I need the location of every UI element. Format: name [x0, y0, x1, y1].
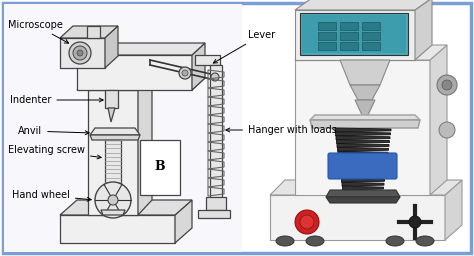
Polygon shape — [343, 186, 383, 190]
Bar — [362, 42, 380, 50]
Polygon shape — [105, 140, 121, 190]
Polygon shape — [60, 26, 118, 38]
Polygon shape — [355, 100, 375, 115]
Polygon shape — [445, 180, 462, 240]
Circle shape — [409, 216, 421, 228]
Text: Lever: Lever — [213, 30, 275, 63]
Polygon shape — [138, 78, 152, 215]
Polygon shape — [77, 43, 205, 55]
Polygon shape — [198, 210, 230, 218]
Polygon shape — [192, 43, 205, 90]
Polygon shape — [195, 55, 220, 65]
Ellipse shape — [306, 236, 324, 246]
Polygon shape — [295, 10, 415, 60]
Ellipse shape — [386, 236, 404, 246]
Polygon shape — [326, 197, 400, 203]
Polygon shape — [295, 0, 432, 10]
Polygon shape — [337, 140, 390, 144]
Polygon shape — [60, 200, 192, 215]
Polygon shape — [340, 167, 386, 171]
Bar — [4, 4, 242, 252]
Text: Microscope: Microscope — [8, 20, 69, 43]
Polygon shape — [77, 78, 205, 90]
Polygon shape — [339, 159, 387, 163]
Polygon shape — [77, 55, 192, 90]
Polygon shape — [337, 144, 389, 147]
Polygon shape — [60, 38, 105, 68]
Text: Elevating screw: Elevating screw — [8, 145, 101, 159]
Circle shape — [95, 182, 131, 218]
Circle shape — [211, 73, 219, 81]
Ellipse shape — [416, 236, 434, 246]
Text: Indenter: Indenter — [10, 95, 103, 105]
Polygon shape — [341, 175, 385, 178]
Circle shape — [437, 75, 457, 95]
Ellipse shape — [276, 236, 294, 246]
Circle shape — [182, 70, 188, 76]
Polygon shape — [341, 178, 384, 182]
Polygon shape — [337, 147, 389, 151]
Polygon shape — [105, 90, 118, 108]
Circle shape — [73, 46, 87, 60]
Polygon shape — [338, 151, 388, 155]
Bar — [340, 22, 358, 30]
Bar — [318, 22, 336, 30]
Polygon shape — [415, 0, 432, 60]
Bar — [318, 32, 336, 40]
Bar — [300, 13, 408, 55]
Polygon shape — [336, 136, 390, 140]
Bar — [340, 42, 358, 50]
Circle shape — [300, 215, 314, 229]
Circle shape — [442, 80, 452, 90]
Polygon shape — [87, 26, 100, 38]
Polygon shape — [342, 182, 384, 186]
Polygon shape — [295, 60, 430, 195]
Polygon shape — [105, 26, 118, 68]
Polygon shape — [60, 215, 175, 243]
Circle shape — [108, 195, 118, 205]
Polygon shape — [90, 135, 140, 140]
Polygon shape — [339, 163, 386, 167]
Bar — [340, 32, 358, 40]
Polygon shape — [108, 108, 115, 122]
Circle shape — [179, 67, 191, 79]
Circle shape — [439, 122, 455, 138]
Text: Anvil: Anvil — [18, 126, 89, 136]
Polygon shape — [210, 65, 222, 200]
Bar — [362, 32, 380, 40]
Polygon shape — [350, 85, 380, 100]
Polygon shape — [338, 155, 388, 159]
Polygon shape — [206, 197, 226, 210]
Polygon shape — [335, 128, 391, 132]
Polygon shape — [88, 90, 138, 215]
Polygon shape — [336, 132, 391, 136]
Polygon shape — [270, 195, 445, 240]
Bar — [302, 15, 406, 53]
Bar — [140, 140, 180, 195]
Polygon shape — [270, 180, 462, 195]
Polygon shape — [310, 120, 420, 128]
Polygon shape — [340, 171, 385, 175]
Circle shape — [295, 210, 319, 234]
Polygon shape — [101, 210, 125, 215]
Bar — [362, 22, 380, 30]
Polygon shape — [326, 190, 400, 197]
Circle shape — [69, 42, 91, 64]
FancyBboxPatch shape — [328, 153, 397, 179]
Polygon shape — [430, 45, 447, 195]
Polygon shape — [90, 128, 140, 135]
Polygon shape — [310, 115, 420, 120]
Text: B: B — [155, 161, 165, 174]
Polygon shape — [340, 60, 390, 85]
Polygon shape — [175, 200, 192, 243]
Text: Hand wheel: Hand wheel — [12, 190, 91, 201]
Bar — [318, 42, 336, 50]
Text: Hanger with loads: Hanger with loads — [226, 125, 337, 135]
Circle shape — [77, 50, 83, 56]
Polygon shape — [295, 45, 447, 60]
